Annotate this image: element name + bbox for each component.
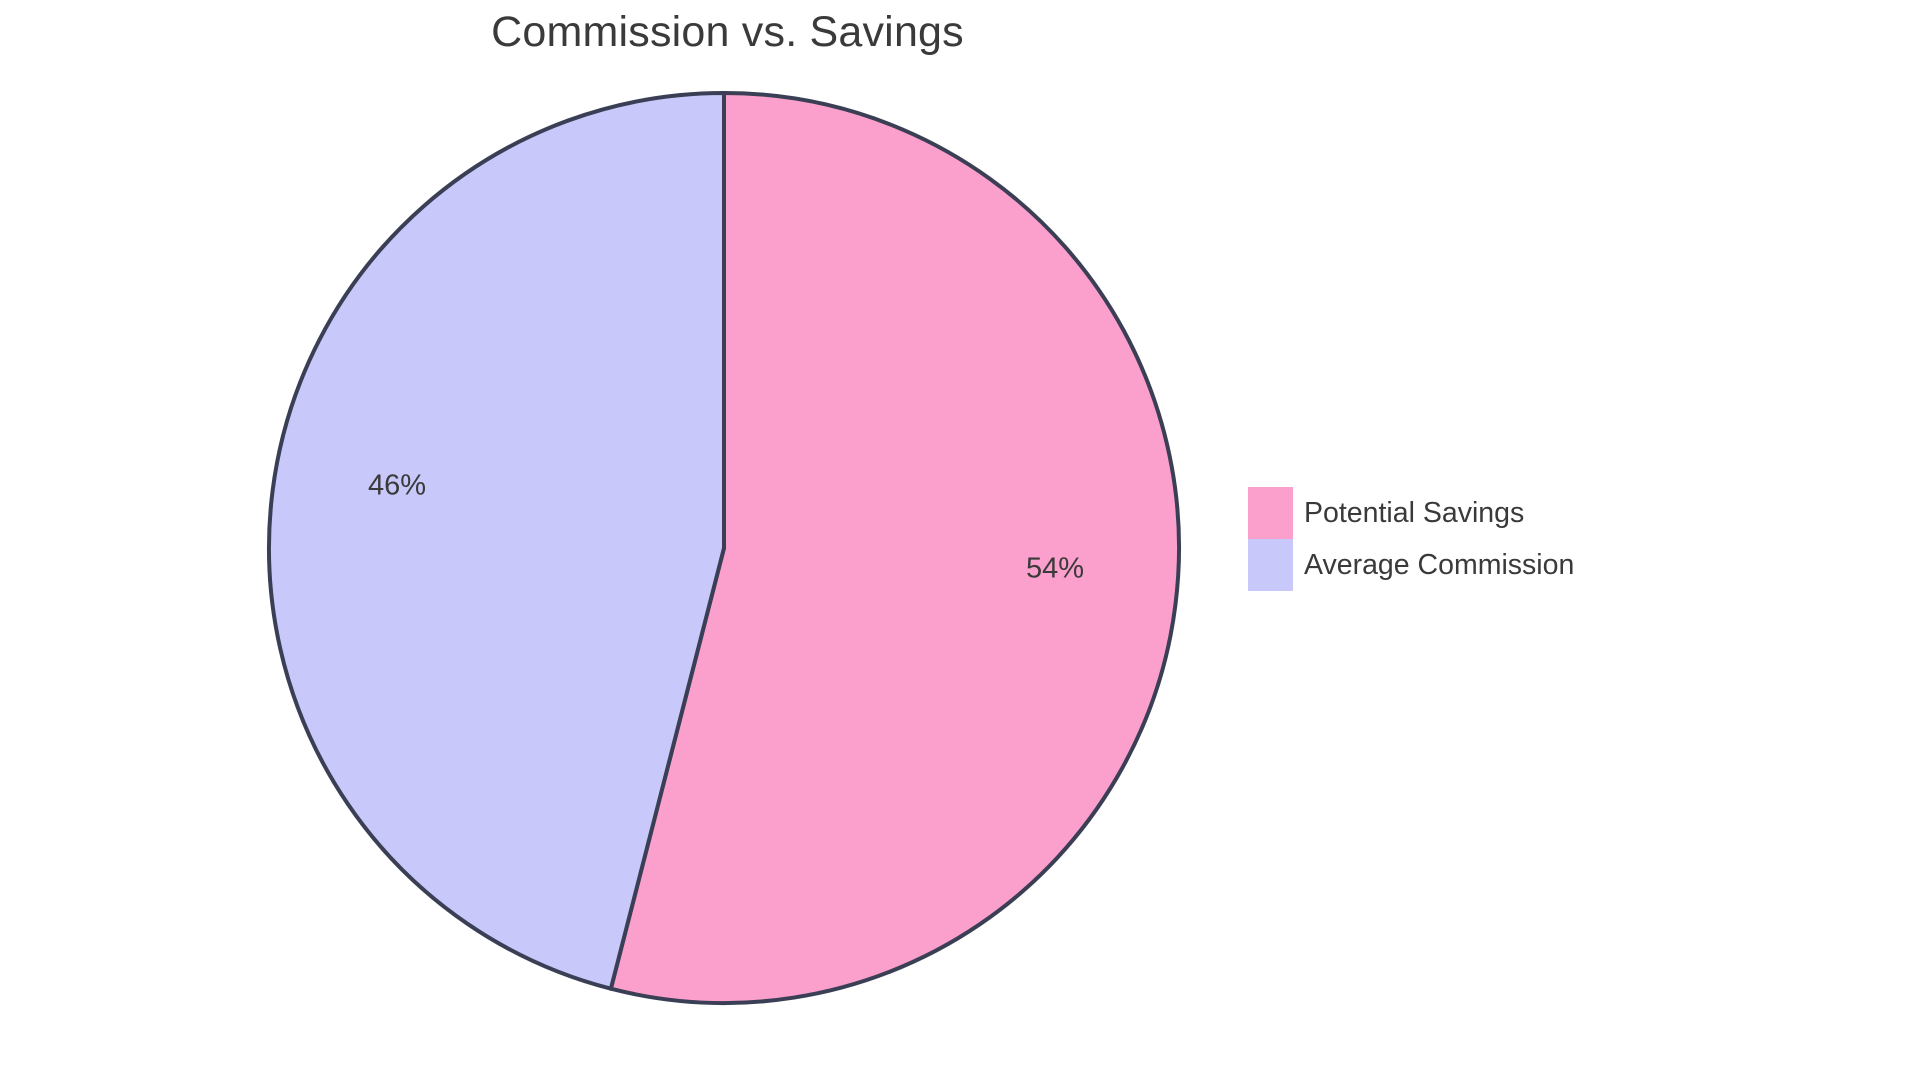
pie-slice-label-potential-savings: 54% — [1026, 553, 1084, 585]
pie-slice-potential-savings[interactable] — [608, 91, 1181, 1005]
legend-swatch-average-commission — [1248, 539, 1293, 591]
legend-item-potential-savings[interactable]: Potential Savings — [1248, 487, 1574, 539]
legend-swatch-potential-savings — [1248, 487, 1293, 539]
legend-label-average-commission: Average Commission — [1304, 548, 1575, 581]
legend-label-potential-savings: Potential Savings — [1304, 496, 1525, 529]
pie-slice-label-average-commission: 46% — [368, 470, 426, 502]
pie-slices — [267, 91, 1181, 1005]
legend-item-average-commission[interactable]: Average Commission — [1248, 539, 1574, 591]
chart-title: Commission vs. Savings — [491, 8, 964, 56]
pie-slice-average-commission[interactable] — [267, 91, 726, 991]
chart-legend: Potential Savings Average Commission — [1248, 487, 1574, 591]
